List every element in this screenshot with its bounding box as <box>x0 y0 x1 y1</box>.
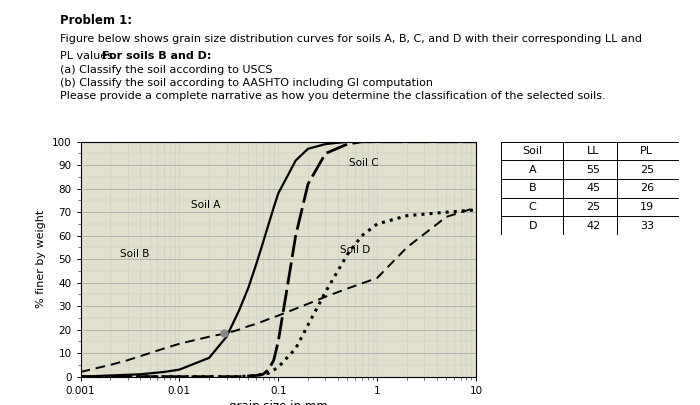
Text: Soil C: Soil C <box>349 158 379 168</box>
Text: Soil B: Soil B <box>120 249 149 259</box>
Text: 42: 42 <box>586 221 601 230</box>
Text: 26: 26 <box>640 183 654 193</box>
Text: 45: 45 <box>587 183 601 193</box>
Text: B: B <box>528 183 536 193</box>
Text: LL: LL <box>587 146 600 156</box>
Text: (a) Classify the soil according to USCS: (a) Classify the soil according to USCS <box>60 65 272 75</box>
Text: PL values.: PL values. <box>60 51 120 61</box>
Text: Soil A: Soil A <box>190 200 220 210</box>
Text: 25: 25 <box>640 165 654 175</box>
Text: 19: 19 <box>640 202 654 212</box>
Text: Please provide a complete narrative as how you determine the classification of t: Please provide a complete narrative as h… <box>60 91 605 101</box>
Text: 33: 33 <box>640 221 654 230</box>
Text: A: A <box>528 165 536 175</box>
Text: Soil: Soil <box>523 146 542 156</box>
X-axis label: grain size in mm: grain size in mm <box>229 400 328 405</box>
Text: Soil D: Soil D <box>340 245 370 254</box>
Text: 25: 25 <box>587 202 601 212</box>
Text: D: D <box>528 221 537 230</box>
Text: Problem 1:: Problem 1: <box>60 14 132 27</box>
Text: For soils B and D:: For soils B and D: <box>102 51 211 61</box>
Text: Figure below shows grain size distribution curves for soils A, B, C, and D with : Figure below shows grain size distributi… <box>60 34 641 45</box>
Text: 55: 55 <box>587 165 601 175</box>
Y-axis label: % finer by weight: % finer by weight <box>36 210 46 308</box>
Text: (b) Classify the soil according to AASHTO including GI computation: (b) Classify the soil according to AASHT… <box>60 78 433 88</box>
Text: C: C <box>528 202 536 212</box>
Text: PL: PL <box>640 146 653 156</box>
